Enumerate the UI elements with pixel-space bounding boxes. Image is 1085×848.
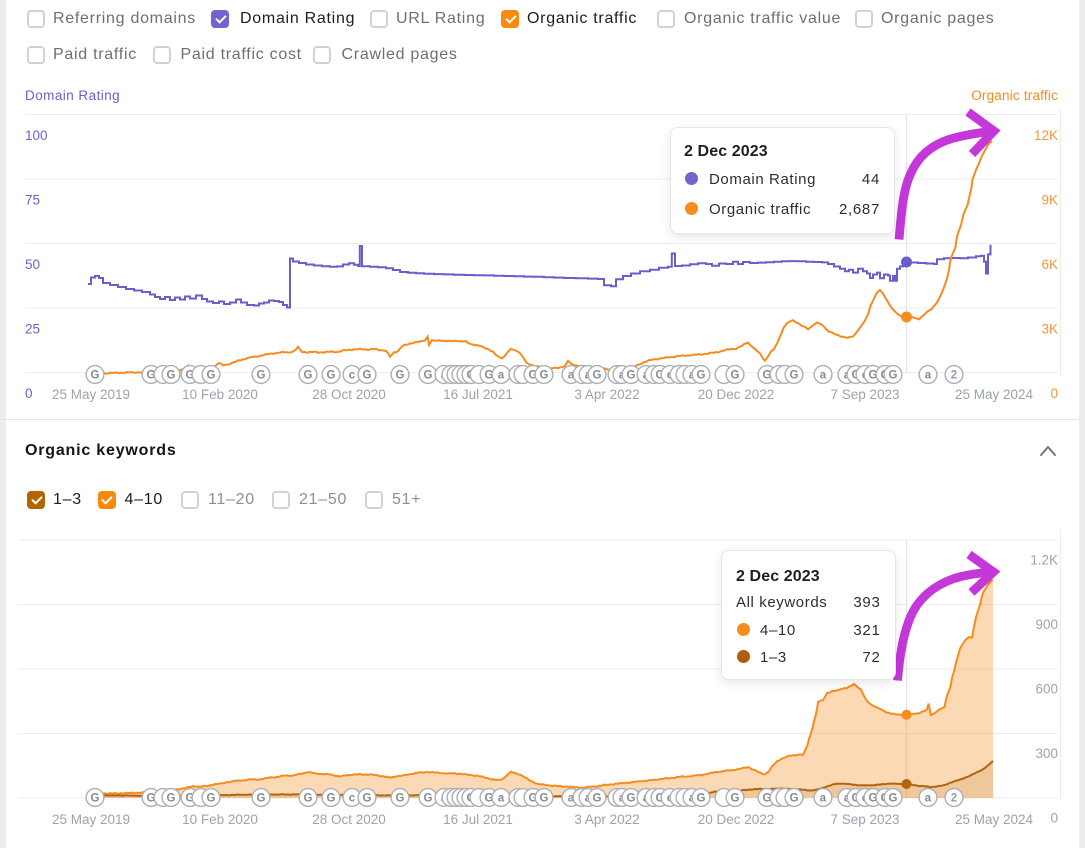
svg-text:3 Apr 2022: 3 Apr 2022 xyxy=(574,387,639,402)
svg-text:16 Jul 2021: 16 Jul 2021 xyxy=(443,387,513,402)
svg-text:2: 2 xyxy=(951,370,957,382)
svg-text:900: 900 xyxy=(1035,617,1058,632)
svg-text:G: G xyxy=(627,370,636,382)
svg-text:a: a xyxy=(925,793,932,805)
svg-text:28 Oct 2020: 28 Oct 2020 xyxy=(312,387,386,402)
svg-text:G: G xyxy=(790,370,799,382)
svg-text:G: G xyxy=(363,370,372,382)
svg-text:25: 25 xyxy=(25,322,40,337)
svg-text:G: G xyxy=(424,793,433,805)
svg-text:12K: 12K xyxy=(1034,128,1058,143)
svg-text:7 Sep 2023: 7 Sep 2023 xyxy=(830,812,899,827)
svg-text:G: G xyxy=(186,370,195,382)
svg-text:G: G xyxy=(304,370,313,382)
svg-text:G: G xyxy=(540,370,549,382)
svg-text:G: G xyxy=(697,370,706,382)
svg-text:20 Dec 2022: 20 Dec 2022 xyxy=(698,387,775,402)
svg-text:G: G xyxy=(304,793,313,805)
svg-text:G: G xyxy=(656,793,665,805)
svg-text:G: G xyxy=(529,370,538,382)
svg-text:Organic traffic: Organic traffic xyxy=(971,88,1058,103)
svg-text:G: G xyxy=(167,793,176,805)
svg-text:a: a xyxy=(568,370,575,382)
svg-text:28 Oct 2020: 28 Oct 2020 xyxy=(312,812,386,827)
svg-text:600: 600 xyxy=(1035,682,1058,697)
svg-text:a: a xyxy=(820,370,827,382)
svg-text:7 Sep 2023: 7 Sep 2023 xyxy=(830,387,899,402)
svg-text:0: 0 xyxy=(25,386,33,401)
svg-text:G: G xyxy=(186,793,195,805)
svg-text:G: G xyxy=(424,370,433,382)
svg-text:G: G xyxy=(731,793,740,805)
svg-text:G: G xyxy=(656,370,665,382)
svg-text:G: G xyxy=(763,370,772,382)
svg-text:G: G xyxy=(91,793,100,805)
svg-text:G: G xyxy=(540,793,549,805)
svg-text:a: a xyxy=(498,370,505,382)
svg-text:G: G xyxy=(396,793,405,805)
svg-text:25 May 2019: 25 May 2019 xyxy=(52,387,130,402)
svg-text:G: G xyxy=(207,370,216,382)
svg-text:10 Feb 2020: 10 Feb 2020 xyxy=(182,812,258,827)
svg-text:G: G xyxy=(363,793,372,805)
svg-text:Domain Rating: Domain Rating xyxy=(25,88,120,103)
svg-text:a: a xyxy=(925,370,932,382)
svg-text:G: G xyxy=(869,370,878,382)
svg-text:3 Apr 2022: 3 Apr 2022 xyxy=(574,812,639,827)
svg-text:16 Jul 2021: 16 Jul 2021 xyxy=(443,812,513,827)
svg-text:G: G xyxy=(485,370,494,382)
svg-text:G: G xyxy=(593,793,602,805)
svg-text:G: G xyxy=(257,370,266,382)
svg-text:G: G xyxy=(396,370,405,382)
svg-text:c: c xyxy=(349,370,356,382)
svg-text:a: a xyxy=(498,793,505,805)
svg-text:20 Dec 2022: 20 Dec 2022 xyxy=(698,812,775,827)
svg-text:G: G xyxy=(485,793,494,805)
svg-text:1.2K: 1.2K xyxy=(1030,553,1058,568)
svg-text:G: G xyxy=(889,370,898,382)
svg-text:9K: 9K xyxy=(1041,193,1058,208)
svg-text:3K: 3K xyxy=(1041,322,1058,337)
svg-text:50: 50 xyxy=(25,257,40,272)
svg-text:G: G xyxy=(790,793,799,805)
svg-text:75: 75 xyxy=(25,193,40,208)
svg-text:G: G xyxy=(627,793,636,805)
svg-text:2: 2 xyxy=(951,793,957,805)
svg-text:100: 100 xyxy=(25,128,48,143)
svg-text:G: G xyxy=(697,793,706,805)
svg-text:G: G xyxy=(147,370,156,382)
svg-text:G: G xyxy=(327,793,336,805)
svg-text:c: c xyxy=(349,793,356,805)
svg-text:G: G xyxy=(327,370,336,382)
svg-text:0: 0 xyxy=(1050,386,1058,401)
svg-text:G: G xyxy=(869,793,878,805)
svg-text:G: G xyxy=(167,370,176,382)
svg-text:G: G xyxy=(147,793,156,805)
svg-text:G: G xyxy=(731,370,740,382)
svg-text:10 Feb 2020: 10 Feb 2020 xyxy=(182,387,258,402)
svg-text:a: a xyxy=(820,793,827,805)
svg-text:0: 0 xyxy=(1050,811,1058,826)
svg-text:6K: 6K xyxy=(1041,257,1058,272)
svg-text:G: G xyxy=(207,793,216,805)
svg-text:25 May 2024: 25 May 2024 xyxy=(955,812,1034,827)
svg-text:G: G xyxy=(529,793,538,805)
svg-text:G: G xyxy=(593,370,602,382)
svg-text:25 May 2019: 25 May 2019 xyxy=(52,812,130,827)
svg-text:300: 300 xyxy=(1035,746,1058,761)
svg-text:25 May 2024: 25 May 2024 xyxy=(955,387,1034,402)
svg-text:G: G xyxy=(889,793,898,805)
svg-text:a: a xyxy=(568,793,575,805)
svg-text:G: G xyxy=(257,793,266,805)
svg-text:G: G xyxy=(91,370,100,382)
svg-text:G: G xyxy=(763,793,772,805)
